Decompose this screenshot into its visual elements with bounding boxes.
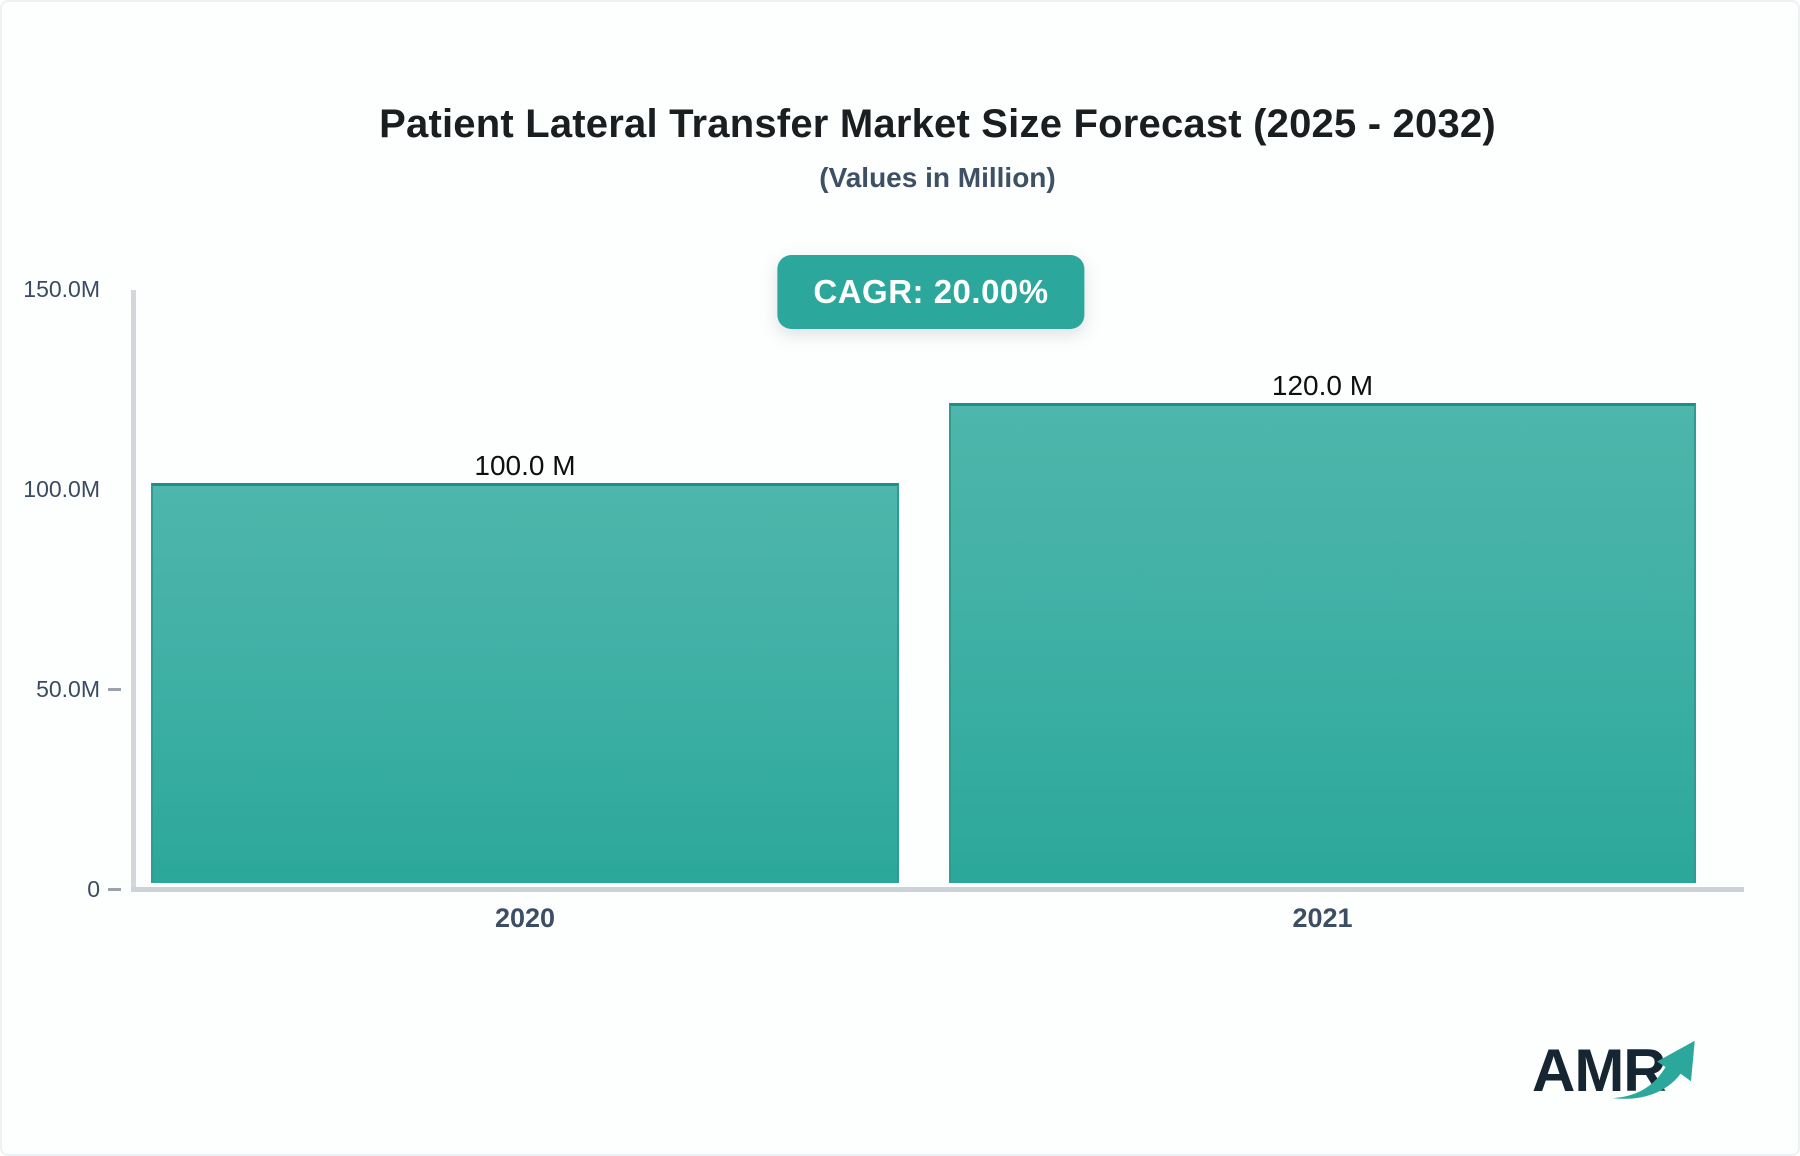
bar-2020: 100.0 M <box>151 450 899 883</box>
y-tick-label-0: 0 <box>87 876 100 902</box>
cagr-badge: CAGR: 20.00% <box>777 255 1085 329</box>
y-tick-mark-0 <box>108 888 121 891</box>
x-axis-label-2021: 2021 <box>1292 903 1353 933</box>
bar-value-label-2021: 120.0 M <box>1271 370 1374 401</box>
y-tick-label-100m: 100.0M <box>23 476 100 502</box>
y-tick-label-50m: 50.0M <box>36 676 100 702</box>
y-axis-line <box>131 290 136 887</box>
chart-subtitle: (Values in Million) <box>819 162 1056 193</box>
bar-2021: 120.0 M <box>949 370 1696 883</box>
x-axis-label-2020: 2020 <box>494 903 556 933</box>
y-tick-label-150m: 150.0M <box>23 276 100 302</box>
amr-logo: AMR <box>1532 1032 1712 1112</box>
x-axis-line <box>131 887 1744 892</box>
y-tick-mark-50m <box>108 688 121 691</box>
growth-arrow-icon <box>1612 1040 1695 1099</box>
chart-title: Patient Lateral Transfer Market Size For… <box>379 102 1496 146</box>
bar-value-label-2020: 100.0 M <box>474 450 576 481</box>
